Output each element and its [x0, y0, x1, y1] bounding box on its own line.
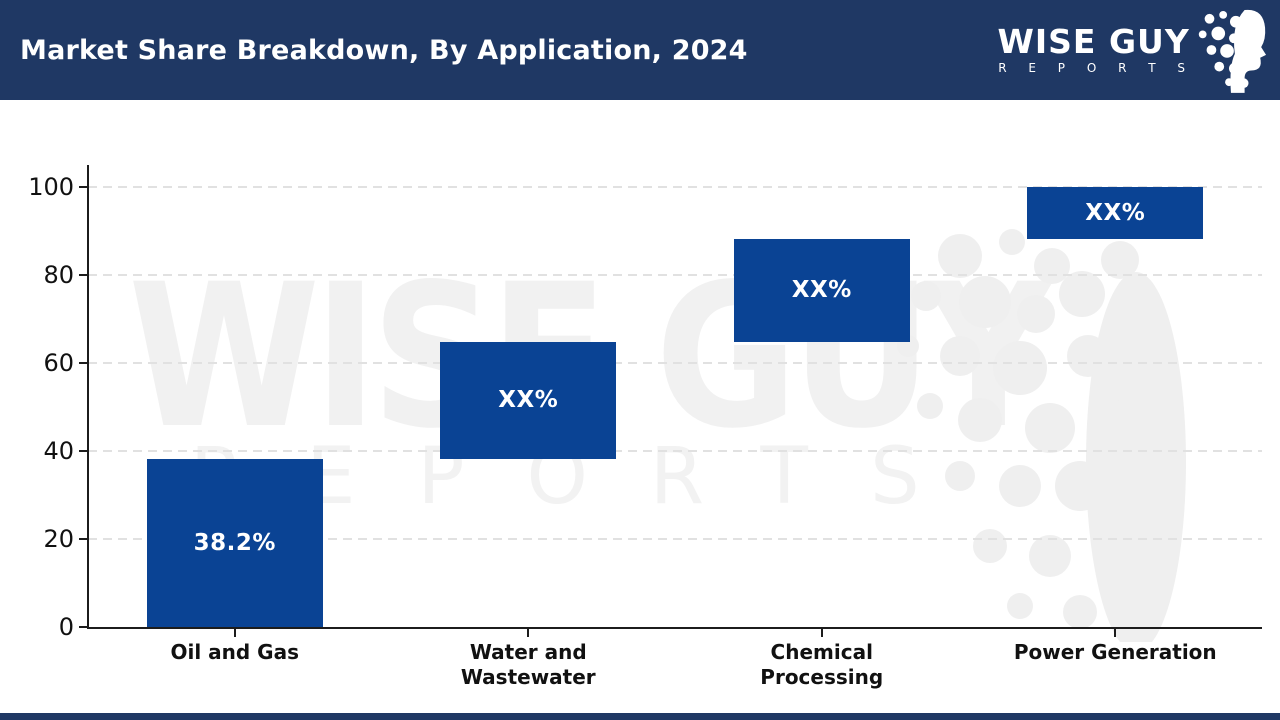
ytick-label: 40 — [43, 437, 74, 465]
y-axis — [87, 165, 89, 629]
bar-value-label: XX% — [791, 277, 852, 304]
x-axis — [87, 627, 1262, 629]
bar-value-label: XX% — [498, 387, 559, 414]
gridline — [88, 538, 1262, 540]
xtick-mark — [1114, 629, 1117, 637]
header-bar: Market Share Breakdown, By Application, … — [0, 0, 1280, 100]
ytick-label: 0 — [58, 613, 74, 641]
gridline — [88, 450, 1262, 452]
brand-reports-text: R E P O R T S — [998, 61, 1194, 75]
ytick-mark — [79, 626, 87, 628]
bar-value-label: XX% — [1085, 199, 1146, 226]
brand-wordmark: WISE GUY R E P O R T S — [993, 25, 1194, 75]
bar: 38.2% — [146, 458, 323, 627]
gridline — [88, 186, 1262, 188]
xtick-label: Chemical Processing — [760, 640, 884, 689]
bar-value-label: 38.2% — [193, 529, 276, 556]
brand-name: WISE GUY — [997, 22, 1190, 61]
xtick-mark — [233, 629, 236, 637]
gridline — [88, 362, 1262, 364]
bar: XX% — [1027, 187, 1204, 239]
ytick-label: 60 — [43, 349, 74, 377]
chart-title: Market Share Breakdown, By Application, … — [20, 34, 748, 66]
footer-bar — [0, 713, 1280, 720]
xtick-label: Water and Wastewater — [460, 640, 596, 689]
ytick-label: 80 — [43, 261, 74, 289]
brand-logo: WISE GUY R E P O R T S — [997, 0, 1268, 100]
ytick-mark — [79, 362, 87, 364]
bar: XX% — [733, 238, 910, 342]
brand-head-icon — [1198, 9, 1267, 93]
xtick-label: Oil and Gas — [170, 640, 299, 664]
ytick-mark — [79, 450, 87, 452]
ytick-mark — [79, 186, 87, 188]
ytick-mark — [79, 274, 87, 276]
xtick-mark — [527, 629, 530, 637]
gridline — [88, 274, 1262, 276]
xtick-mark — [820, 629, 823, 637]
ytick-label: 100 — [28, 173, 74, 201]
ytick-mark — [79, 538, 87, 540]
xtick-label: Power Generation — [1013, 640, 1217, 664]
bar: XX% — [440, 341, 617, 459]
ytick-label: 20 — [43, 525, 74, 553]
